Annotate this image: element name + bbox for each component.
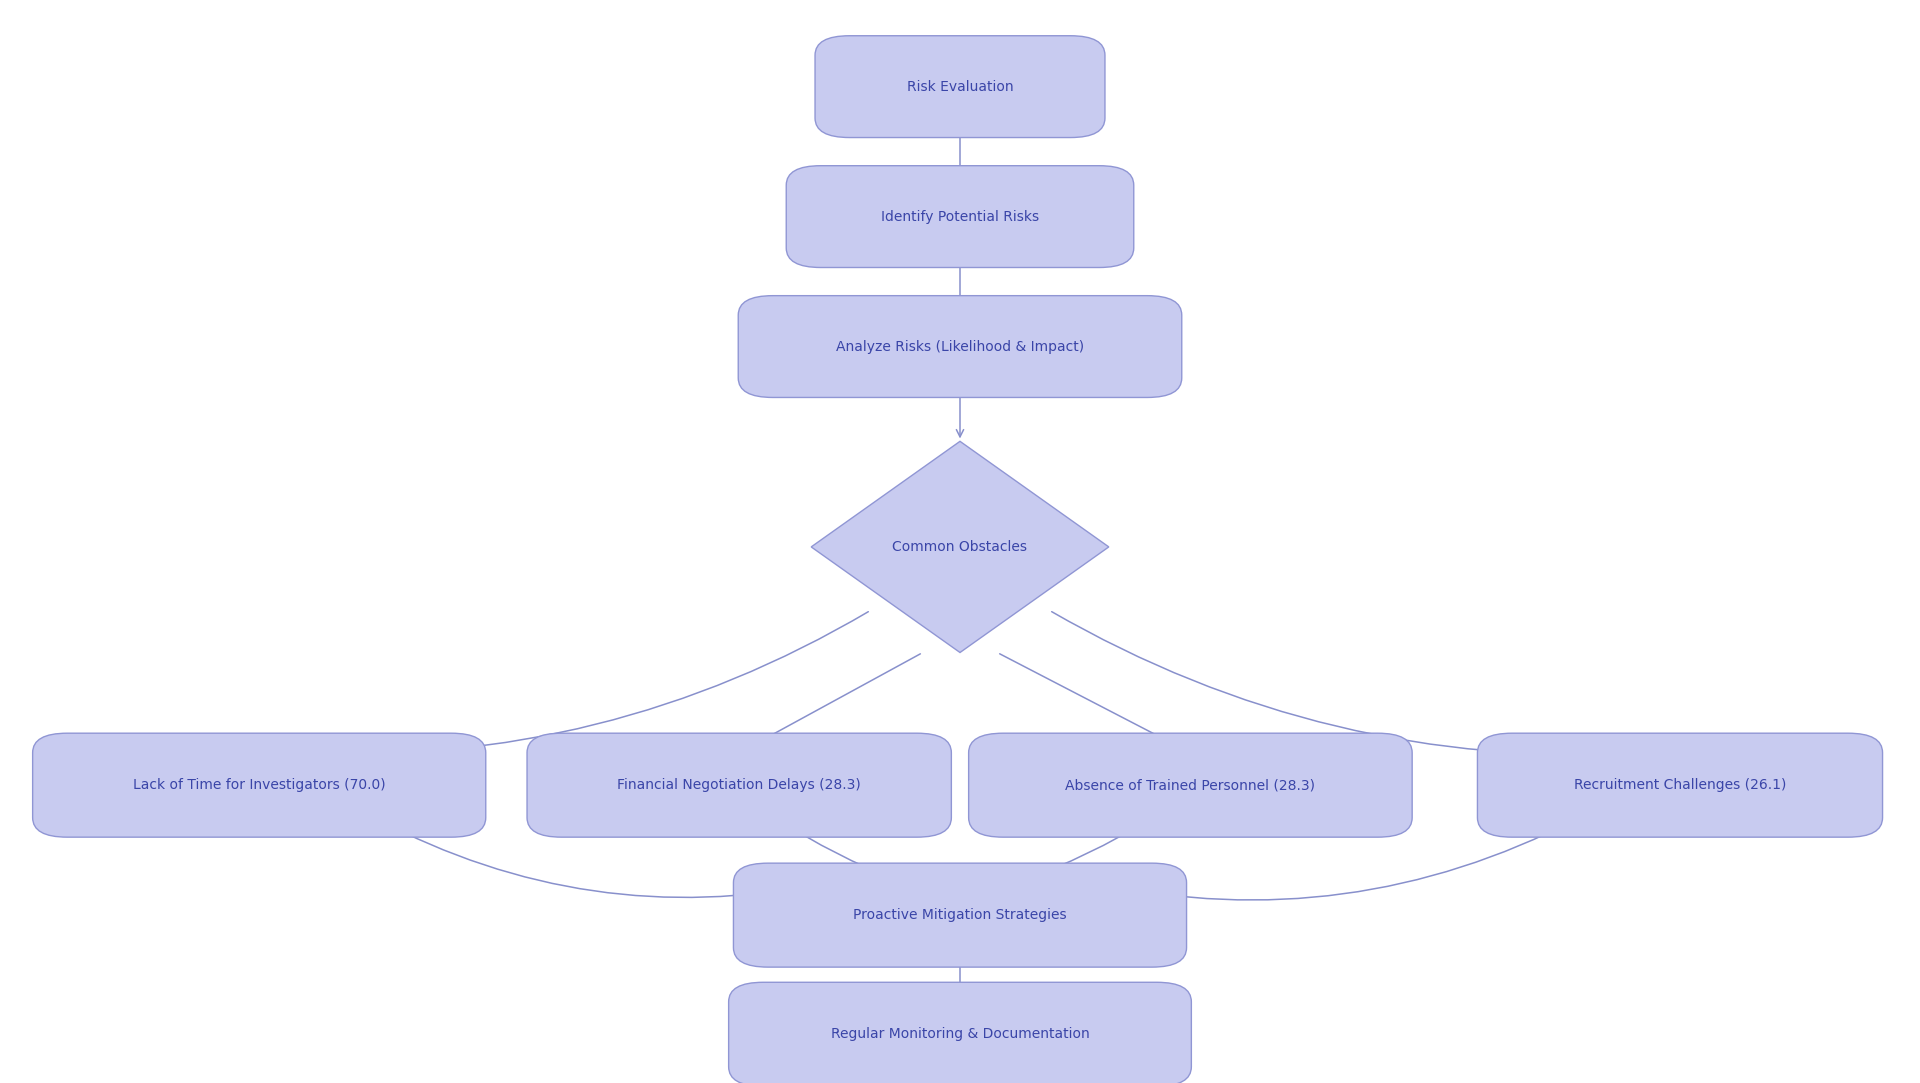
Polygon shape: [810, 442, 1110, 652]
Text: Regular Monitoring & Documentation: Regular Monitoring & Documentation: [831, 1028, 1089, 1041]
FancyBboxPatch shape: [526, 733, 950, 837]
FancyBboxPatch shape: [33, 733, 486, 837]
Text: Analyze Risks (Likelihood & Impact): Analyze Risks (Likelihood & Impact): [835, 340, 1085, 353]
Text: Common Obstacles: Common Obstacles: [893, 540, 1027, 553]
FancyBboxPatch shape: [737, 296, 1181, 397]
Text: Recruitment Challenges (26.1): Recruitment Challenges (26.1): [1574, 779, 1786, 792]
Text: Financial Negotiation Delays (28.3): Financial Negotiation Delays (28.3): [618, 779, 860, 792]
FancyBboxPatch shape: [1476, 733, 1882, 837]
FancyBboxPatch shape: [787, 166, 1133, 268]
FancyBboxPatch shape: [814, 36, 1106, 138]
FancyBboxPatch shape: [968, 733, 1411, 837]
Text: Proactive Mitigation Strategies: Proactive Mitigation Strategies: [852, 909, 1068, 922]
Text: Identify Potential Risks: Identify Potential Risks: [881, 210, 1039, 223]
Text: Absence of Trained Personnel (28.3): Absence of Trained Personnel (28.3): [1066, 779, 1315, 792]
Text: Lack of Time for Investigators (70.0): Lack of Time for Investigators (70.0): [132, 779, 386, 792]
FancyBboxPatch shape: [733, 863, 1187, 967]
Text: Risk Evaluation: Risk Evaluation: [906, 80, 1014, 93]
FancyBboxPatch shape: [730, 982, 1190, 1083]
